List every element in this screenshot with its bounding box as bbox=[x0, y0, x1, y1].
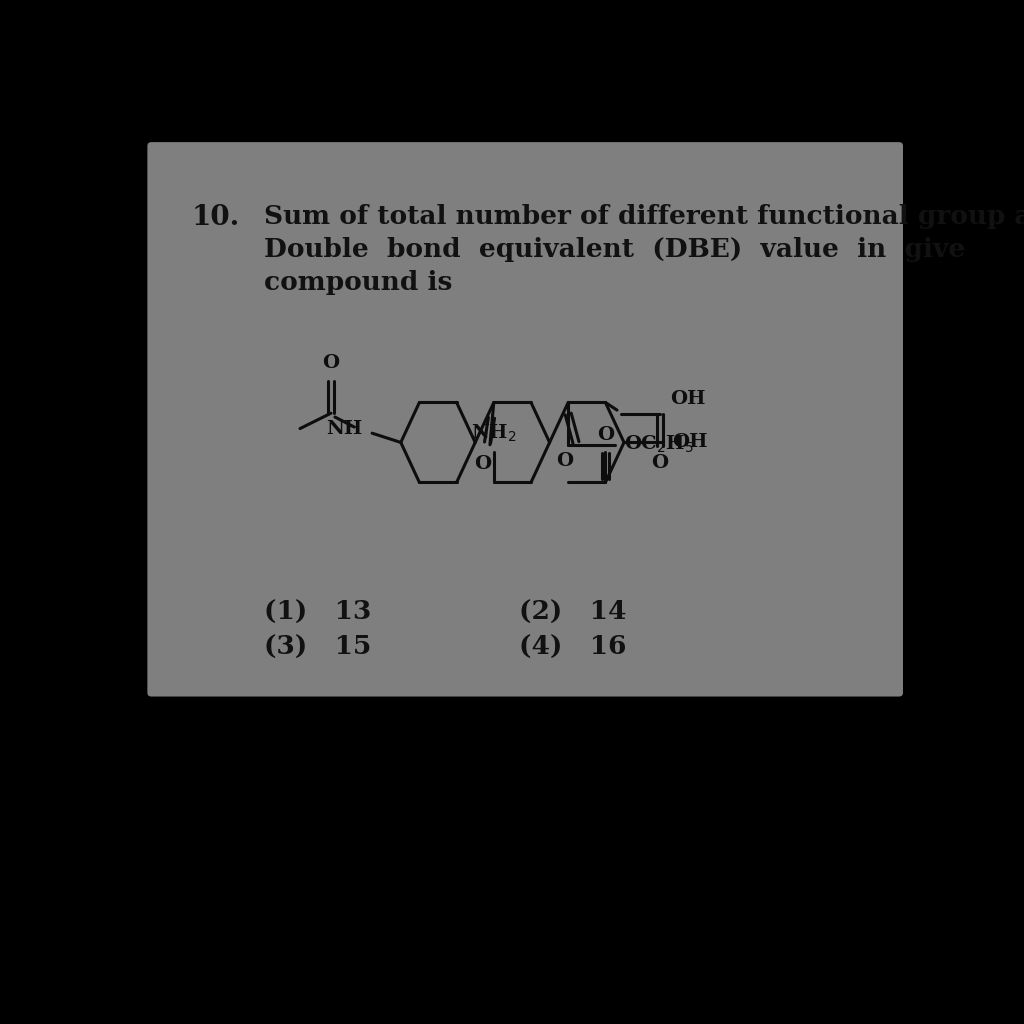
Text: compound is: compound is bbox=[263, 270, 452, 295]
Text: O: O bbox=[323, 354, 340, 373]
Text: O: O bbox=[651, 454, 669, 472]
Text: OH: OH bbox=[670, 390, 706, 408]
Text: Sum of total number of different functional group an: Sum of total number of different functio… bbox=[263, 204, 1024, 228]
Text: O: O bbox=[474, 455, 492, 473]
Text: Double  bond  equivalent  (DBE)  value  in  give: Double bond equivalent (DBE) value in gi… bbox=[263, 237, 965, 262]
Text: (4)   16: (4) 16 bbox=[519, 635, 627, 659]
Text: (3)   15: (3) 15 bbox=[263, 635, 371, 659]
Text: OH: OH bbox=[672, 433, 708, 452]
Text: NH: NH bbox=[326, 420, 362, 438]
Text: O: O bbox=[597, 426, 614, 444]
Text: O: O bbox=[556, 453, 572, 470]
Text: 10.: 10. bbox=[191, 204, 240, 230]
Text: NH$_2$: NH$_2$ bbox=[471, 423, 517, 444]
Text: OC$_2$H$_5$: OC$_2$H$_5$ bbox=[624, 434, 694, 456]
FancyBboxPatch shape bbox=[147, 142, 903, 696]
Text: (2)   14: (2) 14 bbox=[519, 600, 627, 626]
Text: (1)   13: (1) 13 bbox=[263, 600, 371, 626]
